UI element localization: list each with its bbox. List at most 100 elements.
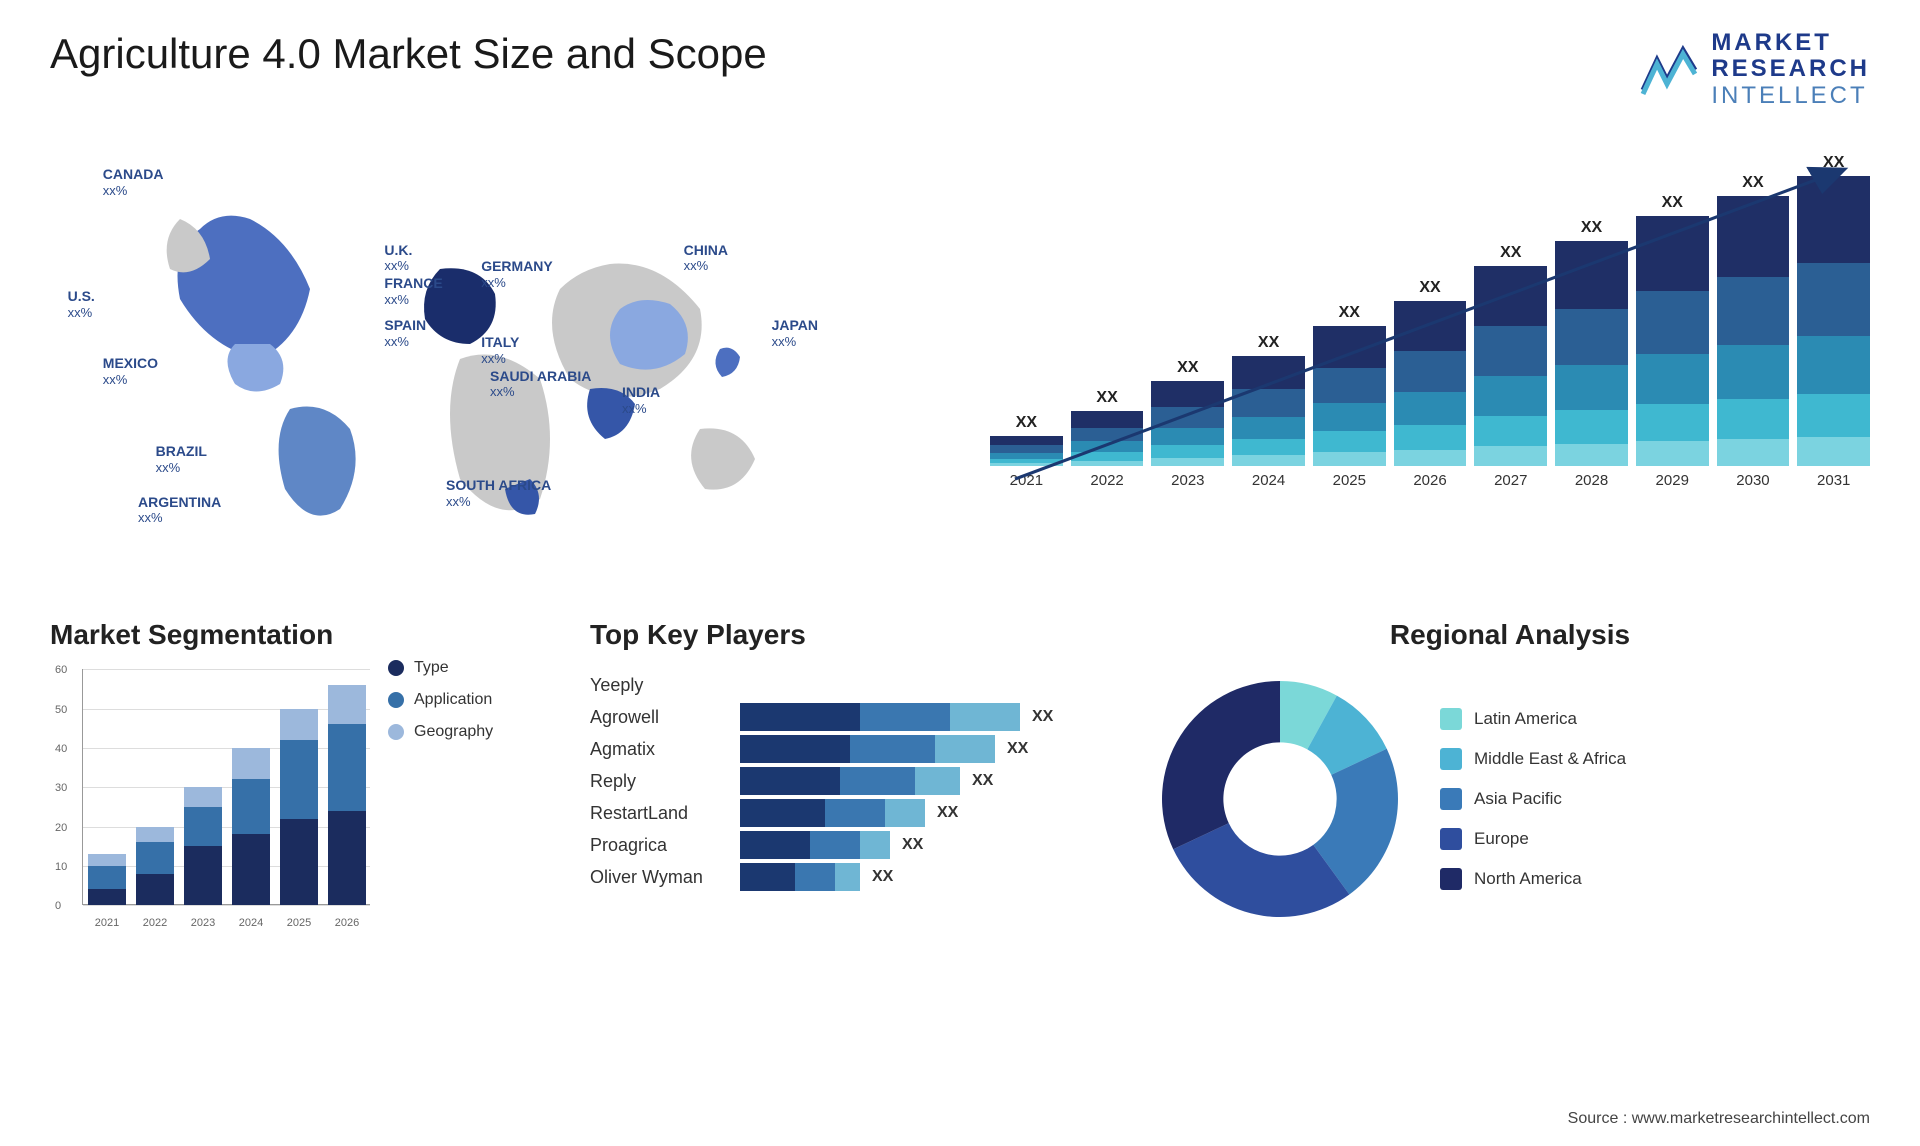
regional-panel: Regional Analysis Latin America Middle Ea…: [1150, 619, 1870, 929]
segmentation-year-label: 2025: [280, 917, 318, 929]
growth-bar: XX 2030: [1717, 174, 1790, 489]
segmentation-year-label: 2026: [328, 917, 366, 929]
growth-value-label: XX: [1500, 244, 1521, 262]
growth-year-label: 2025: [1333, 472, 1366, 489]
growth-year-label: 2030: [1736, 472, 1769, 489]
segmentation-bar: [136, 827, 174, 906]
regional-legend: Latin America Middle East & Africa Asia Pa…: [1440, 708, 1626, 890]
growth-value-label: XX: [1419, 279, 1440, 297]
segmentation-year-label: 2024: [232, 917, 270, 929]
growth-bar: XX 2024: [1232, 334, 1305, 489]
logo-text: MARKET RESEARCH INTELLECT: [1711, 30, 1870, 109]
donut-segment: [1162, 681, 1280, 849]
growth-year-label: 2027: [1494, 472, 1527, 489]
segmentation-legend-item: Geography: [388, 723, 493, 741]
growth-value-label: XX: [1662, 194, 1683, 212]
region-legend-item: Europe: [1440, 828, 1626, 850]
growth-bar: XX 2027: [1474, 244, 1547, 489]
segmentation-bar: [184, 787, 222, 905]
region-legend-item: Middle East & Africa: [1440, 748, 1626, 770]
growth-bar: XX 2026: [1394, 279, 1467, 489]
segmentation-chart: 0102030405060 202120222023202420252026: [50, 669, 370, 929]
growth-bar: XX 2023: [1151, 359, 1224, 489]
growth-value-label: XX: [1581, 219, 1602, 237]
growth-bar: XX 2029: [1636, 194, 1709, 489]
growth-value-label: XX: [1823, 154, 1844, 172]
header: Agriculture 4.0 Market Size and Scope MA…: [50, 30, 1870, 109]
player-bar: [740, 703, 1020, 731]
logo-icon: [1639, 40, 1699, 100]
growth-bar: XX 2025: [1313, 304, 1386, 489]
segmentation-panel: Market Segmentation 0102030405060 202120…: [50, 619, 550, 929]
segmentation-bar: [328, 685, 366, 905]
player-label-only: Yeeply: [590, 669, 1110, 701]
growth-bar: XX 2031: [1797, 154, 1870, 489]
map-label: GERMANYxx%: [481, 258, 553, 290]
growth-value-label: XX: [1258, 334, 1279, 352]
map-label: SOUTH AFRICAxx%: [446, 477, 551, 509]
map-label: BRAZILxx%: [156, 443, 207, 475]
segmentation-year-label: 2022: [136, 917, 174, 929]
region-legend-item: Asia Pacific: [1440, 788, 1626, 810]
map-label: MEXICOxx%: [103, 355, 158, 387]
top-row: CANADAxx%U.S.xx%MEXICOxx%BRAZILxx%ARGENT…: [50, 149, 1870, 569]
region-legend-item: North America: [1440, 868, 1626, 890]
growth-value-label: XX: [1339, 304, 1360, 322]
segmentation-year-label: 2023: [184, 917, 222, 929]
segmentation-legend-item: Application: [388, 691, 493, 709]
growth-year-label: 2031: [1817, 472, 1850, 489]
map-label: CHINAxx%: [684, 242, 728, 274]
regional-donut: [1150, 669, 1410, 929]
map-label: SAUDI ARABIAxx%: [490, 368, 591, 400]
growth-year-label: 2021: [1010, 472, 1043, 489]
growth-year-label: 2024: [1252, 472, 1285, 489]
map-label: JAPANxx%: [772, 317, 818, 349]
player-row: AgmatixXX: [590, 733, 1110, 765]
growth-chart: XX 2021 XX 2022 XX 2023 XX 2024 XX 2025 XX 2026 XX 20…: [990, 149, 1870, 569]
player-row: ProagricaXX: [590, 829, 1110, 861]
player-bar: [740, 831, 890, 859]
segmentation-bar: [232, 748, 270, 905]
growth-bar: XX 2021: [990, 414, 1063, 489]
players-panel: Top Key Players YeeplyAgrowellXXAgmatixX…: [590, 619, 1110, 929]
growth-value-label: XX: [1096, 389, 1117, 407]
growth-bar: XX 2028: [1555, 219, 1628, 489]
player-bar: [740, 799, 925, 827]
logo: MARKET RESEARCH INTELLECT: [1639, 30, 1870, 109]
player-row: AgrowellXX: [590, 701, 1110, 733]
segmentation-bar: [280, 709, 318, 906]
growth-year-label: 2026: [1413, 472, 1446, 489]
source-attribution: Source : www.marketresearchintellect.com: [1568, 1110, 1870, 1128]
map-label: FRANCExx%: [384, 275, 442, 307]
growth-year-label: 2028: [1575, 472, 1608, 489]
player-row: ReplyXX: [590, 765, 1110, 797]
map-label: U.K.xx%: [384, 242, 412, 274]
segmentation-title: Market Segmentation: [50, 619, 370, 651]
growth-year-label: 2023: [1171, 472, 1204, 489]
segmentation-legend: Type Application Geography: [388, 659, 493, 929]
segmentation-bar: [88, 854, 126, 905]
growth-bar: XX 2022: [1071, 389, 1144, 489]
map-label: ITALYxx%: [481, 334, 519, 366]
growth-value-label: XX: [1016, 414, 1037, 432]
player-row: RestartLandXX: [590, 797, 1110, 829]
growth-year-label: 2022: [1090, 472, 1123, 489]
map-label: CANADAxx%: [103, 166, 164, 198]
player-row: Oliver WymanXX: [590, 861, 1110, 893]
growth-value-label: XX: [1177, 359, 1198, 377]
player-bar: [740, 863, 860, 891]
map-label: ARGENTINAxx%: [138, 494, 221, 526]
segmentation-year-label: 2021: [88, 917, 126, 929]
growth-value-label: XX: [1742, 174, 1763, 192]
player-bar: [740, 767, 960, 795]
map-label: SPAINxx%: [384, 317, 426, 349]
region-legend-item: Latin America: [1440, 708, 1626, 730]
growth-year-label: 2029: [1656, 472, 1689, 489]
players-title: Top Key Players: [590, 619, 1110, 651]
player-bar: [740, 735, 995, 763]
page-title: Agriculture 4.0 Market Size and Scope: [50, 30, 767, 78]
map-label: INDIAxx%: [622, 384, 660, 416]
regional-title: Regional Analysis: [1150, 619, 1870, 651]
segmentation-legend-item: Type: [388, 659, 493, 677]
bottom-row: Market Segmentation 0102030405060 202120…: [50, 619, 1870, 929]
